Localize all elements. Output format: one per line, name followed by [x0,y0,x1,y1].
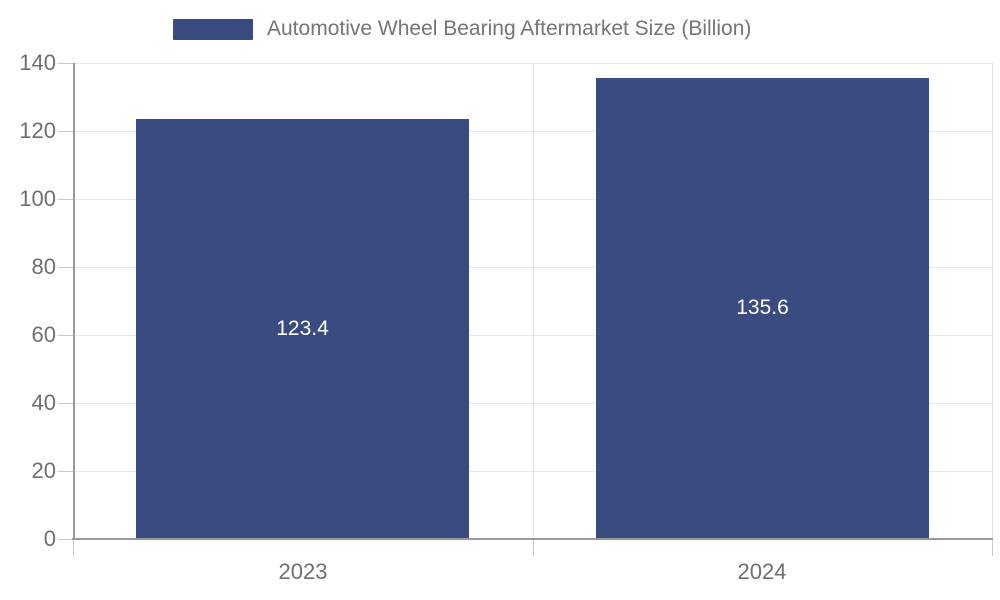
y-axis-tick-60 [58,335,73,336]
bar-value-label-2024: 135.6 [736,296,789,319]
y-axis-tick-40 [58,403,73,404]
x-axis-tick-0 [73,539,74,556]
y-axis-line [73,63,75,539]
y-axis-label-60: 60 [31,322,56,347]
y-axis-label-20: 20 [31,458,56,483]
y-axis-label-140: 140 [19,50,56,75]
y-axis-tick-140 [58,63,73,64]
h-gridline-120 [73,131,992,132]
bar-2024[interactable]: 135.6 [596,78,929,538]
v-gridline-2 [992,63,993,539]
v-gridline-1 [533,63,534,539]
x-axis-line [72,538,993,540]
h-gridline-40 [73,403,992,404]
y-axis-tick-0 [58,539,73,540]
y-axis-tick-20 [58,471,73,472]
x-axis-label-2024: 2024 [737,559,787,584]
h-gridline-60 [73,335,992,336]
y-axis-label-80: 80 [31,254,56,279]
y-axis-label-100: 100 [19,186,56,211]
y-axis-label-40: 40 [31,390,56,415]
bar-value-label-2023: 123.4 [276,316,329,340]
y-axis-tick-100 [58,199,73,200]
x-axis-tick-2 [992,539,993,556]
x-axis-tick-1 [533,539,534,556]
h-gridline-100 [73,199,992,200]
bar-2023[interactable]: 123.4 [136,119,469,538]
y-axis-tick-80 [58,267,73,268]
y-axis-tick-120 [58,131,73,132]
chart-legend[interactable]: Automotive Wheel Bearing Aftermarket Siz… [173,17,751,41]
y-axis-label-120: 120 [19,118,56,143]
x-axis-label-2023: 2023 [278,559,328,584]
h-gridline-80 [73,267,992,268]
legend-label: Automotive Wheel Bearing Aftermarket Siz… [267,17,752,40]
h-gridline-140 [73,63,992,64]
h-gridline-20 [73,471,992,472]
legend-swatch [173,18,253,40]
y-axis-label-0: 0 [43,526,56,551]
